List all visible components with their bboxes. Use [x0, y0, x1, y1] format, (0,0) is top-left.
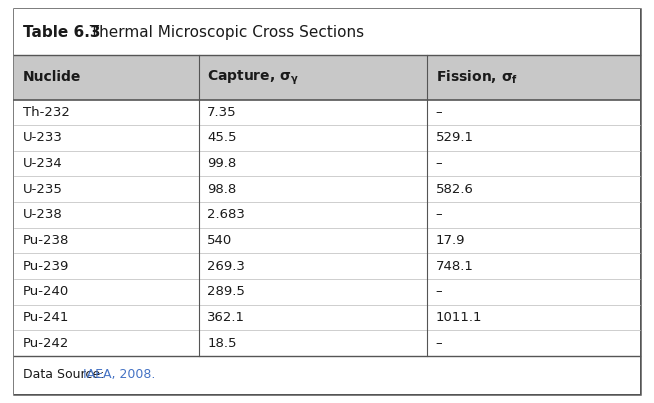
- Text: 18.5: 18.5: [207, 337, 237, 349]
- Text: Table 6.3: Table 6.3: [23, 25, 101, 39]
- Text: –: –: [436, 337, 442, 349]
- Text: Pu-238: Pu-238: [23, 234, 69, 247]
- Bar: [14, 55, 640, 100]
- Text: U-235: U-235: [23, 183, 63, 196]
- Text: Th-232: Th-232: [23, 106, 70, 119]
- Bar: [14, 100, 640, 125]
- Text: 748.1: 748.1: [436, 260, 473, 273]
- Text: 362.1: 362.1: [207, 311, 245, 324]
- Bar: [14, 356, 640, 394]
- Bar: [14, 125, 640, 151]
- Text: 529.1: 529.1: [436, 131, 473, 145]
- Bar: [14, 330, 640, 356]
- Text: 1011.1: 1011.1: [436, 311, 482, 324]
- Text: 45.5: 45.5: [207, 131, 237, 145]
- Text: Fission, $\mathbf{\sigma_f}$: Fission, $\mathbf{\sigma_f}$: [436, 69, 518, 86]
- Text: 7.35: 7.35: [207, 106, 237, 119]
- Text: Pu-241: Pu-241: [23, 311, 69, 324]
- Text: 540: 540: [207, 234, 233, 247]
- Bar: [14, 228, 640, 253]
- Text: –: –: [436, 208, 442, 221]
- Bar: [14, 9, 640, 55]
- Text: 269.3: 269.3: [207, 260, 245, 273]
- Text: Thermal Microscopic Cross Sections: Thermal Microscopic Cross Sections: [80, 25, 364, 39]
- Bar: [14, 151, 640, 177]
- Text: Nuclide: Nuclide: [23, 71, 81, 84]
- Text: Pu-242: Pu-242: [23, 337, 69, 349]
- Text: 289.5: 289.5: [207, 285, 245, 298]
- Text: Capture, $\mathbf{\sigma_\gamma}$: Capture, $\mathbf{\sigma_\gamma}$: [207, 68, 299, 87]
- Text: 99.8: 99.8: [207, 157, 237, 170]
- Text: –: –: [436, 106, 442, 119]
- Bar: [14, 305, 640, 330]
- Text: Pu-240: Pu-240: [23, 285, 69, 298]
- Text: 98.8: 98.8: [207, 183, 237, 196]
- Bar: [14, 177, 640, 202]
- Text: 2.683: 2.683: [207, 208, 245, 221]
- Text: Data Source:: Data Source:: [23, 368, 109, 382]
- Text: 17.9: 17.9: [436, 234, 465, 247]
- Text: U-238: U-238: [23, 208, 63, 221]
- Text: U-234: U-234: [23, 157, 63, 170]
- Bar: [14, 279, 640, 305]
- Text: –: –: [436, 157, 442, 170]
- Bar: [14, 202, 640, 228]
- Text: U-233: U-233: [23, 131, 63, 145]
- Text: 582.6: 582.6: [436, 183, 473, 196]
- Text: IAEA, 2008.: IAEA, 2008.: [83, 368, 156, 382]
- Text: Pu-239: Pu-239: [23, 260, 69, 273]
- Bar: [14, 253, 640, 279]
- Text: –: –: [436, 285, 442, 298]
